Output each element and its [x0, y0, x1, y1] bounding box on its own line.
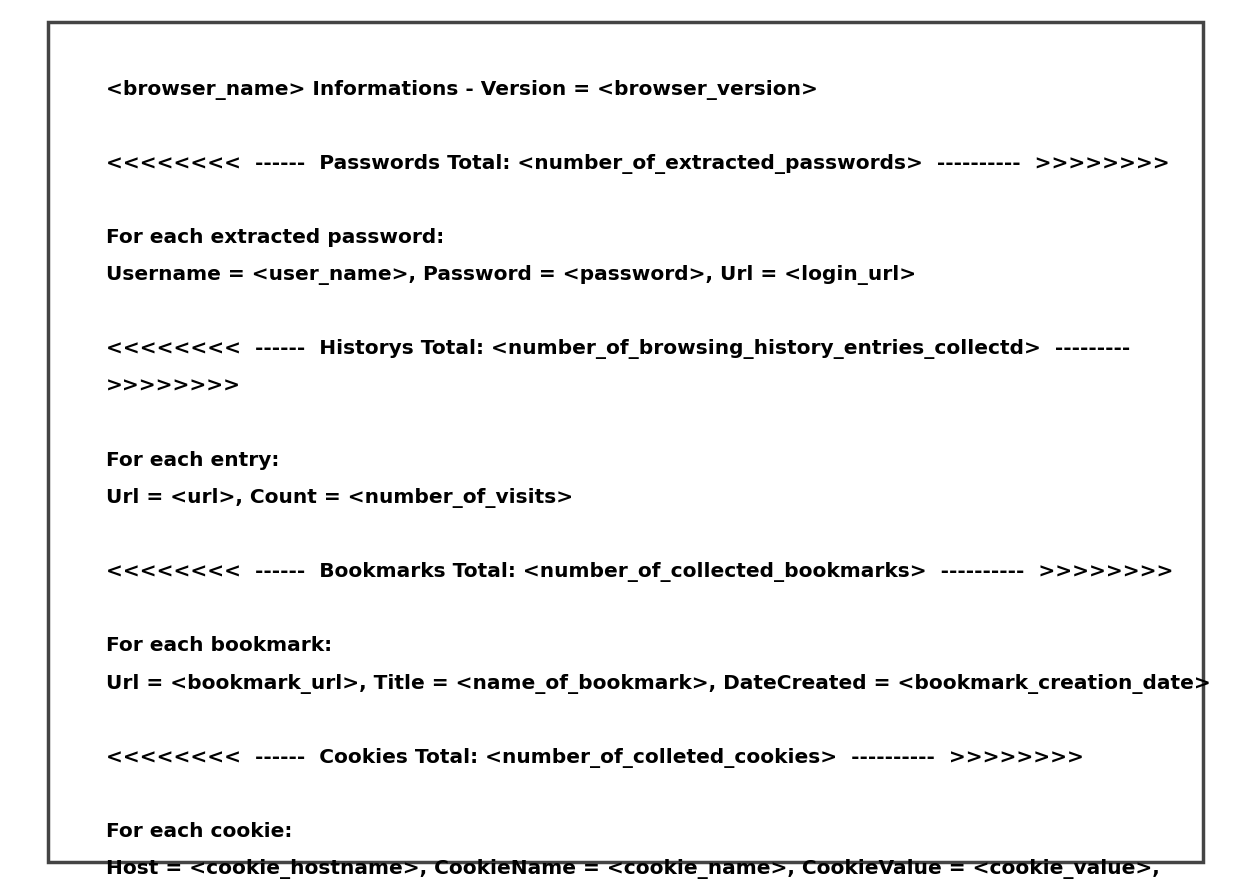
Text: Username = <user_name>, Password = <password>, Url = <login_url>: Username = <user_name>, Password = <pass…	[106, 265, 916, 286]
Text: <browser_name> Informations - Version = <browser_version>: <browser_name> Informations - Version = …	[106, 80, 819, 100]
Text: <<<<<<<<  ------  Cookies Total: <number_of_colleted_cookies>  ----------  >>>>>: <<<<<<<< ------ Cookies Total: <number_o…	[106, 748, 1084, 768]
Text: <<<<<<<<  ------  Bookmarks Total: <number_of_collected_bookmarks>  ----------  : <<<<<<<< ------ Bookmarks Total: <number…	[106, 562, 1174, 583]
Text: Url = <bookmark_url>, Title = <name_of_bookmark>, DateCreated = <bookmark_creati: Url = <bookmark_url>, Title = <name_of_b…	[106, 674, 1211, 694]
Text: For each bookmark:: For each bookmark:	[106, 636, 332, 655]
FancyBboxPatch shape	[48, 22, 1202, 862]
Text: <<<<<<<<  ------  Passwords Total: <number_of_extracted_passwords>  ----------  : <<<<<<<< ------ Passwords Total: <number…	[106, 154, 1170, 174]
Text: For each cookie:: For each cookie:	[106, 822, 293, 841]
Text: >>>>>>>>: >>>>>>>>	[106, 377, 241, 395]
Text: Url = <url>, Count = <number_of_visits>: Url = <url>, Count = <number_of_visits>	[106, 488, 574, 508]
Text: For each extracted password:: For each extracted password:	[106, 228, 445, 247]
Text: For each entry:: For each entry:	[106, 451, 280, 469]
Text: <<<<<<<<  ------  Historys Total: <number_of_browsing_history_entries_collectd> : <<<<<<<< ------ Historys Total: <number_…	[106, 339, 1130, 360]
Text: Host = <cookie_hostname>, CookieName = <cookie_name>, CookieValue = <cookie_valu: Host = <cookie_hostname>, CookieName = <…	[106, 859, 1160, 880]
